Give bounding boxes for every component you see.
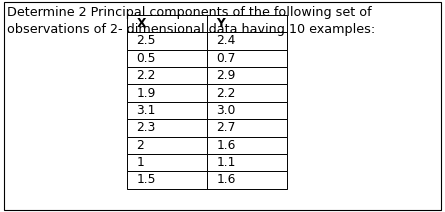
Bar	[207, 154, 287, 171]
Text: X: X	[137, 17, 146, 30]
Text: 1.5: 1.5	[137, 173, 156, 187]
Bar	[127, 154, 207, 171]
Text: 1.6: 1.6	[217, 139, 236, 152]
Text: 2.5: 2.5	[137, 34, 156, 47]
Text: 2.3: 2.3	[137, 121, 156, 134]
Bar	[207, 15, 287, 32]
Text: 1.9: 1.9	[137, 86, 156, 100]
Text: 0.7: 0.7	[217, 52, 236, 65]
Bar	[127, 171, 207, 189]
Text: 2.7: 2.7	[217, 121, 236, 134]
Text: Determine 2 Principal components of the following set of
observations of 2- dime: Determine 2 Principal components of the …	[7, 6, 375, 36]
Text: 2: 2	[137, 139, 144, 152]
Bar	[127, 15, 207, 32]
Text: 1.6: 1.6	[217, 173, 236, 187]
Bar	[127, 67, 207, 84]
Text: 1.1: 1.1	[217, 156, 236, 169]
Bar	[207, 119, 287, 137]
Bar	[127, 84, 207, 102]
Bar	[127, 102, 207, 119]
Bar	[127, 137, 207, 154]
Text: 2.2: 2.2	[217, 86, 236, 100]
Text: Y: Y	[217, 17, 225, 30]
Bar	[207, 32, 287, 50]
Text: 1: 1	[137, 156, 144, 169]
Text: 2.9: 2.9	[217, 69, 236, 82]
Bar	[207, 84, 287, 102]
Bar	[207, 102, 287, 119]
Text: 2.2: 2.2	[137, 69, 156, 82]
Bar	[127, 119, 207, 137]
Bar	[207, 137, 287, 154]
Text: 2.4: 2.4	[217, 34, 236, 47]
Text: 3.1: 3.1	[137, 104, 156, 117]
Bar	[127, 32, 207, 50]
Text: 0.5: 0.5	[137, 52, 156, 65]
Text: 3.0: 3.0	[217, 104, 236, 117]
Bar	[207, 171, 287, 189]
Bar	[127, 50, 207, 67]
Bar	[207, 67, 287, 84]
Bar	[207, 50, 287, 67]
